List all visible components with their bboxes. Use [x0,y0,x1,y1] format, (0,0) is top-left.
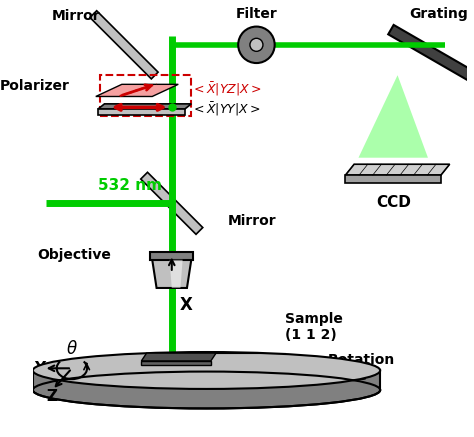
Text: 532 nm: 532 nm [98,178,162,194]
Text: Objective: Objective [37,248,111,262]
Polygon shape [141,172,203,234]
Polygon shape [388,25,474,82]
Circle shape [238,27,274,63]
Text: Mirror: Mirror [228,214,277,228]
Polygon shape [141,353,216,361]
Polygon shape [90,11,158,79]
Bar [150,252,193,260]
Polygon shape [346,175,441,183]
Text: θ: θ [67,340,77,358]
Text: Sample
(1 1 2): Sample (1 1 2) [285,312,343,342]
Polygon shape [358,75,428,158]
Text: CCD: CCD [376,194,410,210]
Polygon shape [98,109,185,115]
Ellipse shape [33,352,380,389]
Text: $<\bar{X}|YZ|X>$: $<\bar{X}|YZ|X>$ [191,80,262,98]
Text: Filter: Filter [236,7,277,21]
Text: Grating: Grating [410,7,468,21]
Text: Y: Y [34,361,45,376]
Polygon shape [170,260,182,288]
Polygon shape [346,164,450,175]
Text: X: X [180,296,192,314]
Circle shape [250,38,263,51]
Text: Polarizer: Polarizer [0,79,70,93]
Polygon shape [152,260,191,288]
Bar [33,371,380,390]
Polygon shape [98,104,191,109]
Text: $<\bar{X}|YY|X>$: $<\bar{X}|YY|X>$ [191,101,261,118]
Polygon shape [96,84,178,97]
Text: Z: Z [47,389,58,404]
Text: Rotation
table: Rotation table [328,353,395,383]
Text: Mirror: Mirror [52,9,100,23]
Ellipse shape [33,371,380,409]
Polygon shape [141,361,211,365]
